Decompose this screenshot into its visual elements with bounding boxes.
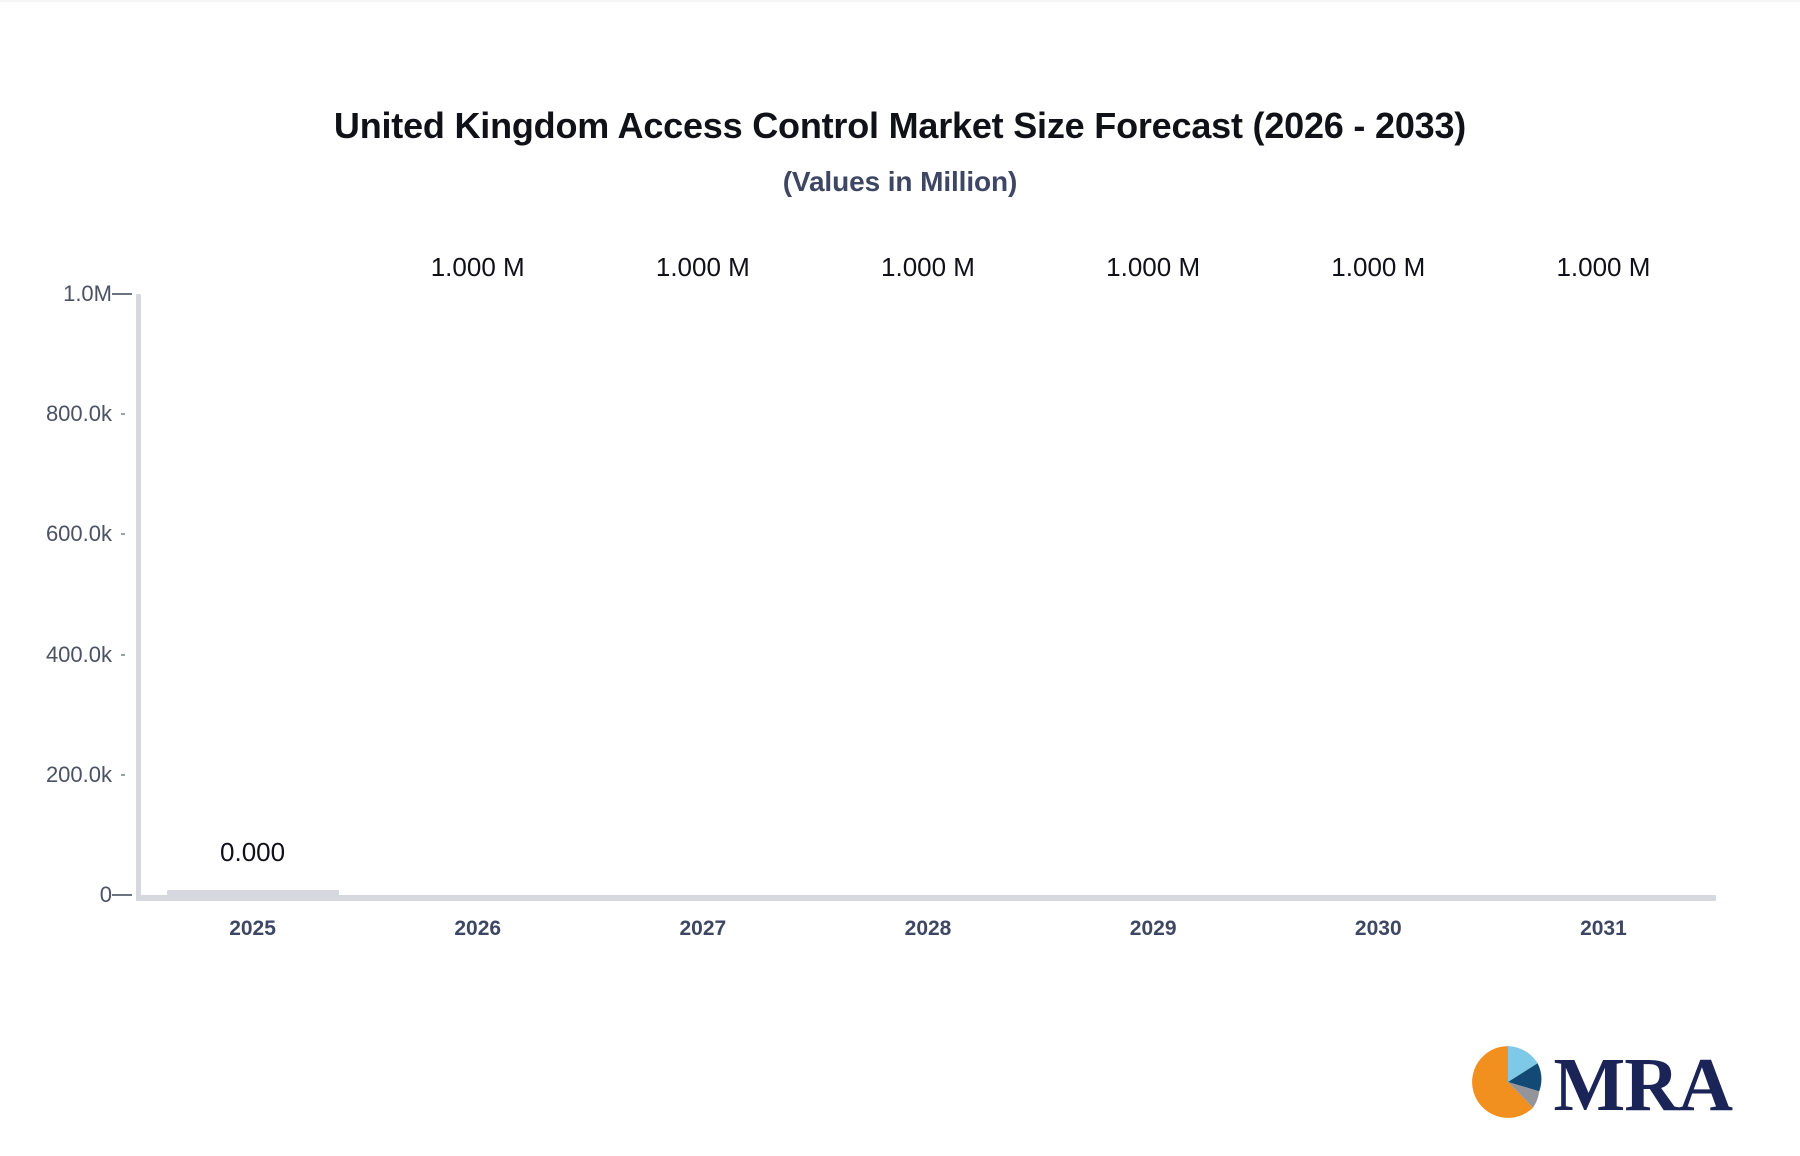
y-axis-tick-mark	[121, 653, 125, 656]
bar-value-label: 1.000 M	[655, 252, 750, 282]
y-axis-tick-label: 200.0k	[45, 761, 112, 787]
x-axis-tick-label: 2026	[454, 917, 502, 940]
bar-2025[interactable]	[166, 890, 339, 895]
bar-value-label: 1.000 M	[1331, 252, 1426, 282]
x-axis-tick-label: 2027	[679, 917, 727, 940]
y-axis-tick-mark	[121, 413, 125, 416]
page-title: United Kingdom Access Control Market Siz…	[333, 105, 1467, 146]
x-axis-tick-label: 2028	[904, 917, 952, 940]
y-axis-tick-mark	[112, 293, 132, 295]
mra-logo: MRA	[1469, 1042, 1733, 1127]
x-axis-tick-label: 2029	[1129, 917, 1177, 940]
y-axis-tick-label: 600.0k	[45, 521, 112, 547]
x-axis-tick-label: 2030	[1354, 917, 1402, 940]
bar-value-label: 0.000	[220, 837, 286, 867]
chart-subtitle: (Values in Million)	[782, 165, 1018, 197]
y-axis-tick-mark	[112, 894, 132, 896]
x-axis-line	[136, 895, 1716, 901]
pie-chart-icon	[1469, 1043, 1547, 1126]
y-axis-line	[136, 294, 141, 901]
chart-title-block: United Kingdom Access Control Market Siz…	[0, 106, 1800, 198]
bar-value-label: 1.000 M	[1106, 252, 1201, 282]
x-axis-tick-label: 2025	[229, 917, 276, 940]
y-axis-tick-mark	[121, 773, 125, 776]
y-axis-tick-label: 1.0M	[63, 281, 112, 306]
y-axis-tick-label: 800.0k	[45, 401, 112, 427]
logo-wordmark: MRA	[1553, 1042, 1733, 1127]
y-axis-tick-mark	[121, 533, 125, 536]
y-axis-tick-label: 400.0k	[45, 641, 112, 667]
bar-value-label: 1.000 M	[430, 252, 525, 282]
bar-value-label: 1.000 M	[1556, 252, 1651, 282]
y-axis-tick-label: 0	[99, 882, 112, 907]
x-axis-tick-label: 2031	[1580, 917, 1627, 940]
bar-value-label: 1.000 M	[881, 252, 975, 282]
